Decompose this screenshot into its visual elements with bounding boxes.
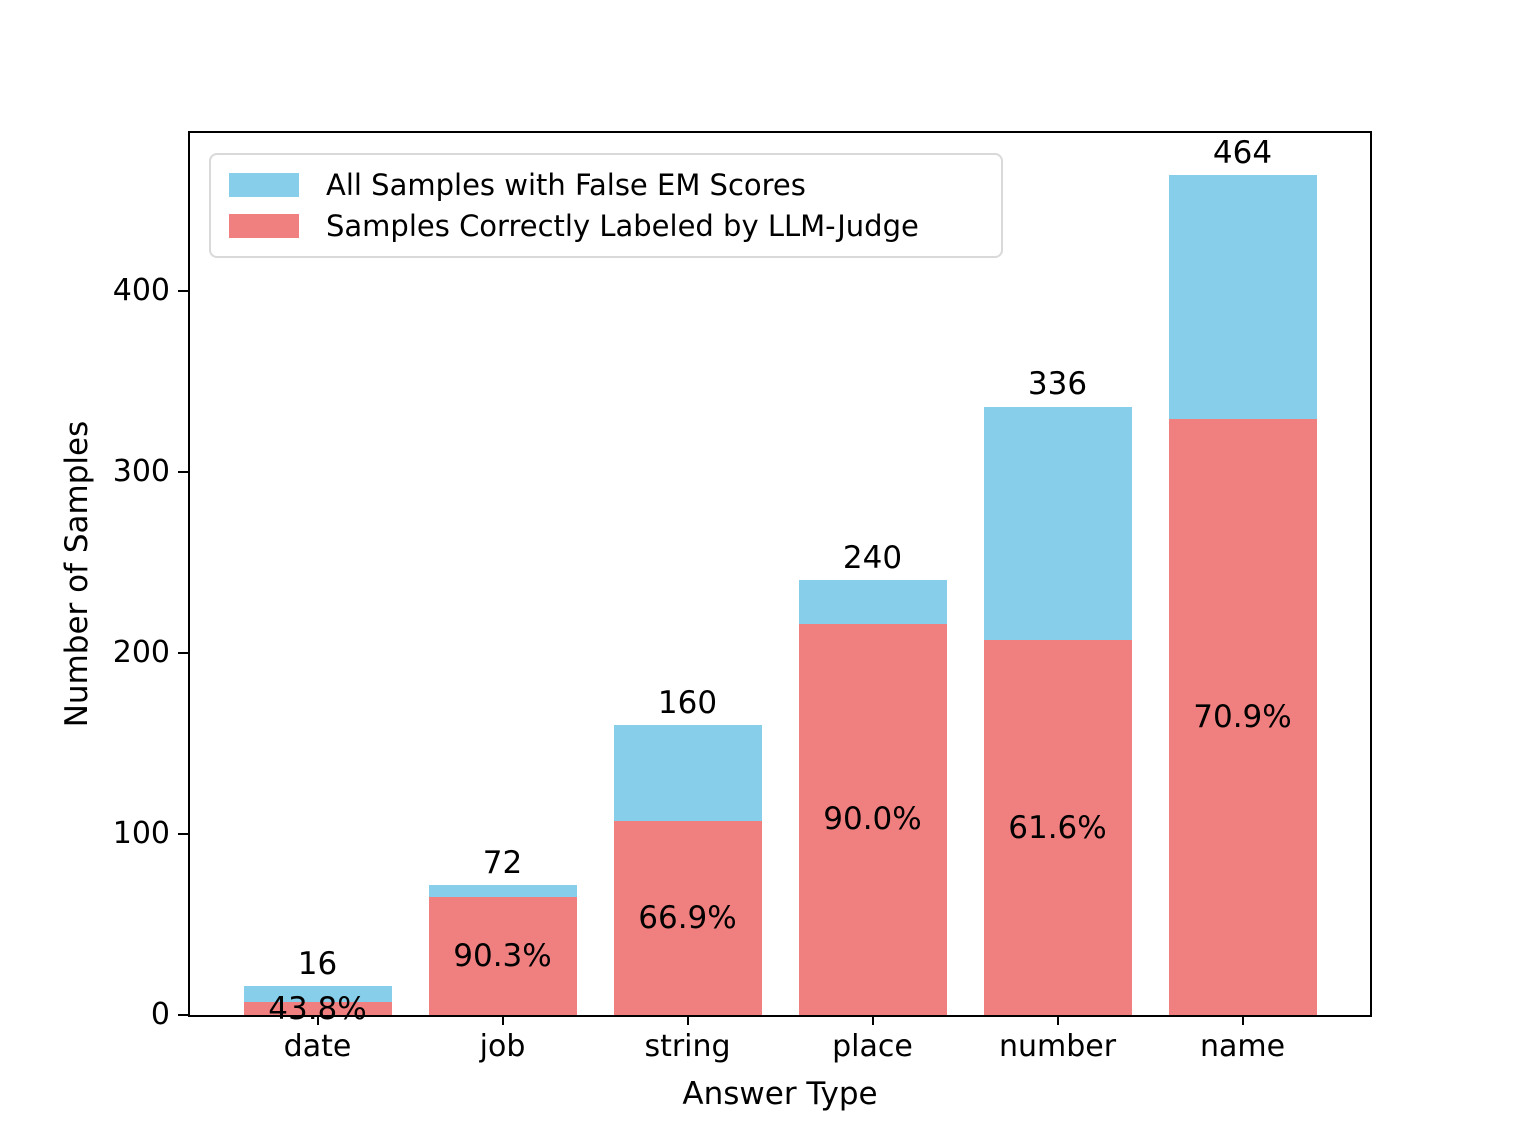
bar-segment-correct [1168, 419, 1317, 1015]
x-tick-label: date [283, 1029, 352, 1064]
bar-percent-label: 43.8% [268, 990, 367, 1027]
bar-percent-label: 90.3% [453, 938, 552, 975]
x-tick-label: string [644, 1029, 731, 1064]
legend-swatch-red-icon [229, 214, 299, 239]
y-tick-mark [178, 832, 188, 835]
bar-segment-correct [243, 1002, 392, 1015]
y-tick-mark [178, 470, 188, 473]
x-tick-mark [501, 1015, 504, 1025]
bar-percent-label: 90.0% [823, 801, 922, 838]
bar-total-label: 160 [657, 685, 718, 722]
bar-total-label: 464 [1212, 134, 1273, 171]
bar-percent-label: 61.6% [1008, 809, 1107, 846]
legend-label: Samples Correctly Labeled by LLM-Judge [326, 209, 919, 244]
x-tick-mark [1241, 1015, 1244, 1025]
y-tick-label: 200 [112, 634, 170, 670]
y-tick-label: 0 [150, 997, 170, 1032]
y-tick-mark [178, 651, 188, 654]
bar-total-label: 72 [482, 844, 523, 881]
x-tick-label: name [1199, 1029, 1286, 1064]
bar-segment-correct [613, 821, 762, 1015]
x-axis-label: Answer Type [682, 1076, 878, 1112]
x-tick-mark [1056, 1015, 1059, 1025]
x-tick-mark [686, 1015, 689, 1025]
x-tick-mark [871, 1015, 874, 1025]
bar-percent-label: 70.9% [1193, 699, 1292, 736]
y-tick-label: 400 [112, 272, 170, 308]
bar-total-label: 16 [297, 946, 338, 983]
bar-total-label: 336 [1027, 366, 1088, 403]
legend-entry-correct-samples: Samples Correctly Labeled by LLM-Judge [229, 206, 983, 248]
y-tick-label: 300 [112, 453, 170, 489]
bar-segment-correct [983, 640, 1132, 1015]
bar-percent-label: 66.9% [638, 900, 737, 937]
bar-segment-correct [428, 897, 577, 1015]
x-tick-mark [316, 1015, 319, 1025]
plot-area: Number of Samples Answer Type All Sample… [59, 131, 1372, 1112]
legend-label: All Samples with False EM Scores [326, 167, 806, 202]
x-tick-label: place [832, 1029, 913, 1064]
y-tick-label: 100 [112, 815, 170, 851]
bar-segment-correct [798, 623, 947, 1015]
legend: All Samples with False EM Scores Samples… [209, 153, 1003, 258]
y-tick-mark [178, 1014, 188, 1016]
legend-entry-all-samples: All Samples with False EM Scores [229, 164, 983, 206]
x-tick-label: number [998, 1029, 1117, 1064]
bar-total-label: 240 [842, 540, 903, 577]
x-tick-label: job [479, 1029, 526, 1064]
legend-swatch-blue-icon [229, 172, 299, 197]
y-tick-mark [178, 289, 188, 292]
